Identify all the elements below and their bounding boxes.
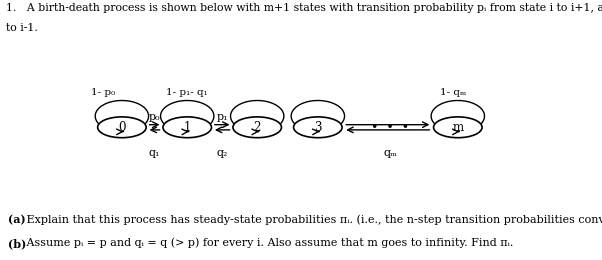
Text: 3: 3 xyxy=(314,121,321,134)
Text: (b): (b) xyxy=(8,238,26,249)
Text: •  •  •: • • • xyxy=(371,121,409,134)
Text: q₂: q₂ xyxy=(217,148,228,158)
Text: Assume pᵢ = p and qᵢ = q (> p) for every i. Also assume that m goes to infinity.: Assume pᵢ = p and qᵢ = q (> p) for every… xyxy=(23,238,514,249)
Circle shape xyxy=(163,117,211,138)
Circle shape xyxy=(294,117,342,138)
Circle shape xyxy=(233,117,282,138)
Text: 2: 2 xyxy=(253,121,261,134)
Text: to i-1.: to i-1. xyxy=(6,23,38,33)
Text: p₁: p₁ xyxy=(217,112,228,122)
Text: 1- p₁- q₁: 1- p₁- q₁ xyxy=(166,88,208,98)
Text: Explain that this process has steady-state probabilities πᵢ. (i.e., the n-step t: Explain that this process has steady-sta… xyxy=(23,214,602,225)
Text: 0: 0 xyxy=(118,121,126,134)
Text: 1: 1 xyxy=(184,121,191,134)
Circle shape xyxy=(433,117,482,138)
Text: q₁: q₁ xyxy=(149,148,160,158)
Circle shape xyxy=(98,117,146,138)
Text: (a): (a) xyxy=(8,214,25,225)
Text: p₀: p₀ xyxy=(149,112,160,122)
Text: 1.   A birth-death process is shown below with m+1 states with transition probab: 1. A birth-death process is shown below … xyxy=(6,3,602,12)
Text: 1- p₀: 1- p₀ xyxy=(91,88,116,98)
Text: 1- qₘ: 1- qₘ xyxy=(440,88,467,98)
Text: qₘ: qₘ xyxy=(383,148,397,158)
Text: m: m xyxy=(452,121,464,134)
